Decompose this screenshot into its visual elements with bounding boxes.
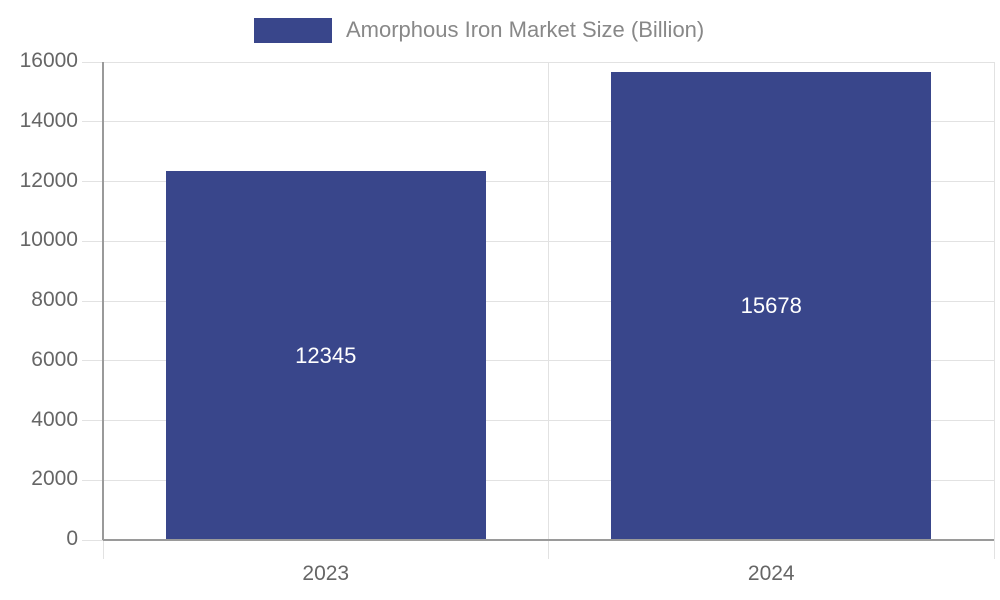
y-tick-label: 16000 (19, 49, 78, 72)
y-axis-tick (82, 61, 103, 63)
y-tick-label: 2000 (31, 467, 78, 491)
y-axis-tick (82, 420, 103, 421)
bar-2024[interactable] (611, 71, 932, 540)
y-tick-label: 4000 (31, 407, 78, 431)
x-tick-label: 2023 (302, 562, 350, 585)
bar-2023[interactable] (165, 171, 486, 540)
y-tick-label: 14000 (19, 108, 78, 132)
y-axis-line (102, 62, 104, 540)
x-axis-tick (548, 540, 549, 559)
x-gridline (548, 62, 549, 540)
y-tick-label: 0 (66, 527, 78, 550)
y-axis-tick (82, 181, 103, 182)
x-gridline (993, 62, 995, 540)
y-tick-label: 6000 (31, 347, 78, 371)
y-tick-label: 12000 (19, 168, 78, 192)
y-axis-tick (82, 121, 103, 123)
x-tick-label: 2024 (747, 562, 795, 585)
bar-value-label: 15678 (740, 292, 802, 318)
y-tick-label: 10000 (19, 228, 78, 252)
y-axis-tick (82, 240, 103, 242)
y-axis-tick (82, 539, 103, 541)
legend-label: Amorphous Iron Market Size (Billion) (346, 17, 705, 42)
y-axis-tick (82, 300, 103, 302)
legend-item[interactable]: Amorphous Iron Market Size (Billion) (254, 17, 704, 43)
legend-swatch (254, 17, 332, 43)
y-tick-label: 8000 (31, 288, 78, 311)
y-axis-tick (82, 479, 103, 481)
x-axis-line (103, 539, 994, 541)
bar-value-label: 12345 (295, 342, 357, 368)
x-axis-tick (102, 540, 104, 559)
y-axis-tick (82, 360, 103, 362)
x-axis-tick (993, 540, 995, 559)
